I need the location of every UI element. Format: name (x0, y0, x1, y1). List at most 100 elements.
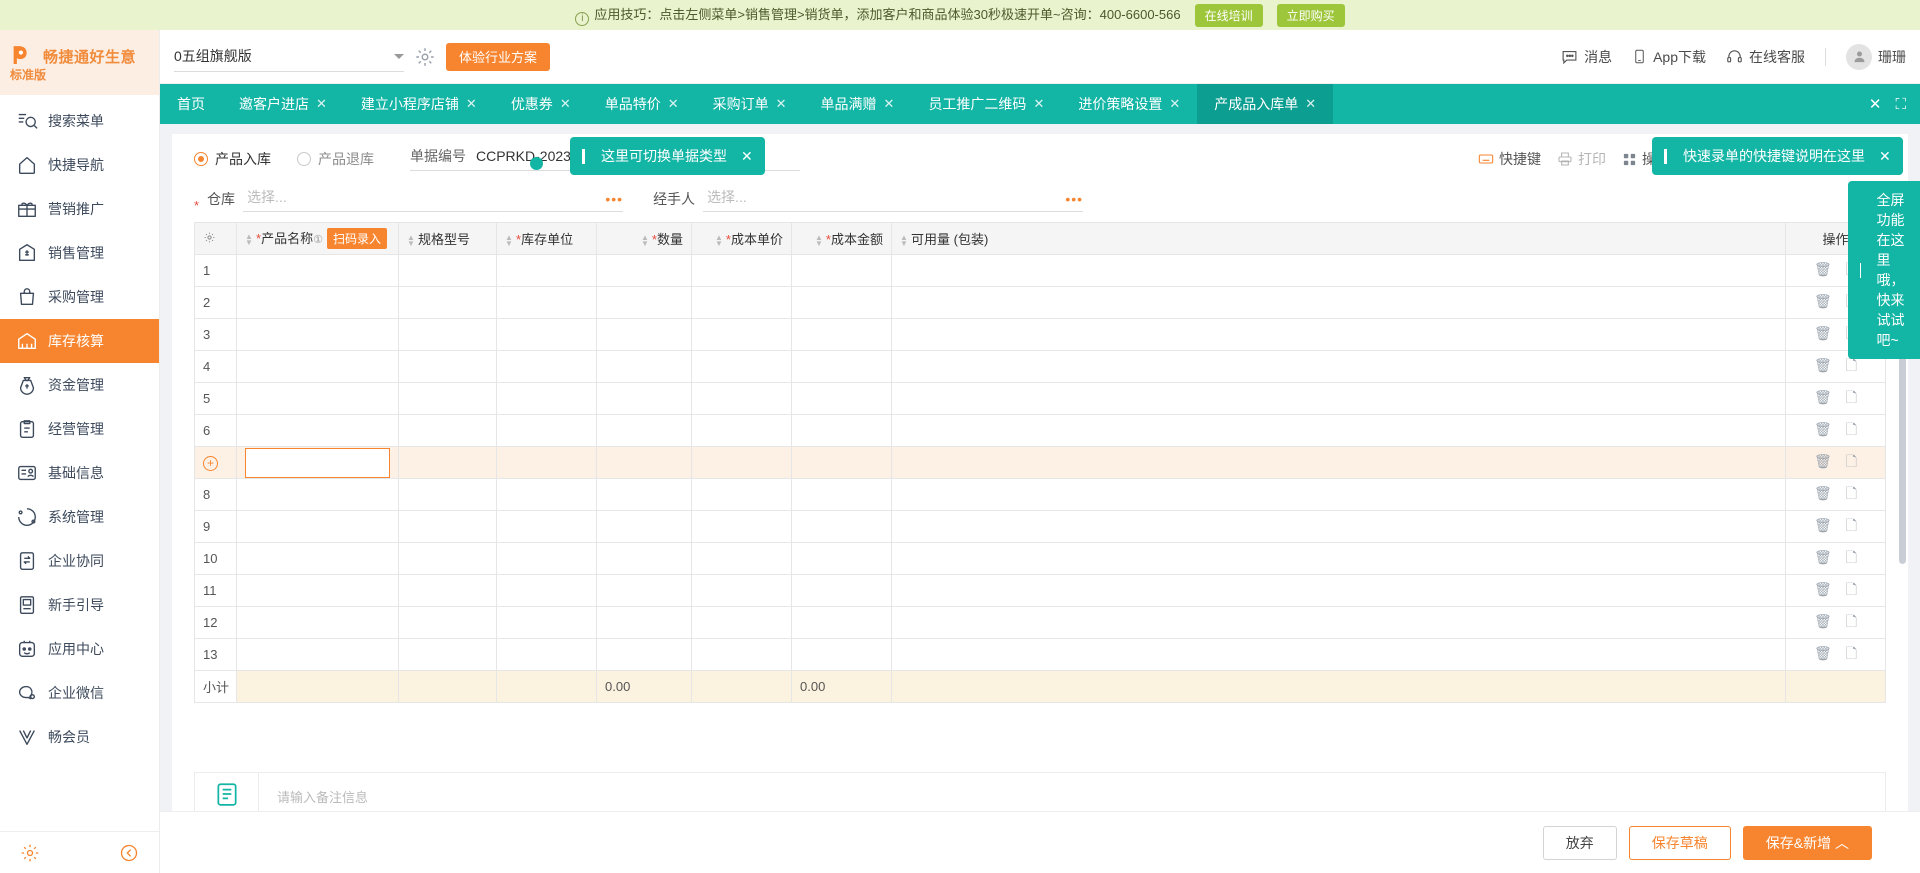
user-entry[interactable]: 珊珊 (1846, 43, 1906, 70)
cell-qty[interactable] (596, 446, 692, 479)
radio-product-inbound[interactable]: 产品入库 (194, 149, 271, 169)
delete-icon[interactable]: 🗑 (1813, 548, 1832, 565)
scrollbar-thumb[interactable] (1899, 244, 1906, 564)
table-row[interactable]: 2🗑🗋 (194, 286, 1886, 319)
cell-available[interactable] (891, 542, 1786, 575)
cell-name[interactable] (236, 606, 399, 639)
cell-unit[interactable] (496, 254, 597, 287)
cell-spec[interactable] (398, 606, 497, 639)
delete-icon[interactable]: 🗑 (1813, 452, 1832, 469)
cell-qty[interactable] (596, 254, 692, 287)
tab-6[interactable]: 单品满赠 ✕ (804, 84, 912, 124)
delete-icon[interactable]: 🗑 (1813, 388, 1832, 405)
cell-available[interactable] (891, 254, 1786, 287)
tab-4[interactable]: 单品特价 ✕ (588, 84, 696, 124)
close-icon[interactable]: ✕ (667, 96, 679, 111)
cell-spec[interactable] (398, 318, 497, 351)
cell-available[interactable] (891, 318, 1786, 351)
cell-name[interactable] (236, 638, 399, 671)
cell-spec[interactable] (398, 574, 497, 607)
experience-solution-button[interactable]: 体验行业方案 (446, 42, 551, 71)
cell-name[interactable] (236, 318, 399, 351)
cell-unit[interactable] (496, 542, 597, 575)
table-row[interactable]: 6 🗑 🗋 (194, 414, 1886, 447)
sidebar-item-3[interactable]: 销售管理 (0, 231, 159, 275)
cell-qty[interactable] (596, 638, 692, 671)
delete-icon[interactable]: 🗑 (1813, 484, 1832, 501)
sidebar-item-13[interactable]: 企业微信 (0, 671, 159, 715)
cell-spec[interactable] (398, 446, 497, 479)
delete-icon[interactable]: 🗑 (1813, 260, 1832, 277)
message-entry[interactable]: 消息 (1561, 47, 1612, 67)
cell-cost_amount[interactable] (791, 510, 892, 543)
table-row[interactable]: 3🗑🗋 (194, 318, 1886, 351)
cell-cost_price[interactable] (691, 446, 792, 479)
close-icon[interactable]: ✕ (1033, 96, 1045, 111)
cell-available[interactable] (891, 286, 1786, 319)
gear-icon[interactable] (20, 843, 40, 863)
cell-cost_amount[interactable] (791, 382, 892, 415)
copy-icon[interactable]: 🗋 (1845, 612, 1858, 629)
cell-cost_price[interactable] (691, 606, 792, 639)
warehouse-more-icon[interactable]: ••• (605, 191, 624, 207)
shortcut-key-button[interactable]: 快捷键 (1478, 149, 1541, 169)
cell-unit[interactable] (496, 414, 597, 447)
cell-cost_amount[interactable] (791, 254, 892, 287)
sidebar-item-0[interactable]: 搜索菜单 (0, 99, 159, 143)
tab-5[interactable]: 采购订单 ✕ (696, 84, 804, 124)
cell-cost_amount[interactable] (791, 574, 892, 607)
coach-doc-type-close-icon[interactable]: ✕ (741, 147, 753, 164)
copy-icon[interactable]: 🗋 (1845, 356, 1858, 373)
close-icon[interactable]: ✕ (559, 96, 571, 111)
cell-qty[interactable] (596, 510, 692, 543)
sidebar-item-1[interactable]: 快捷导航 (0, 143, 159, 187)
tab-7[interactable]: 员工推广二维码 ✕ (911, 84, 1061, 124)
cell-name[interactable] (236, 350, 399, 383)
cell-name[interactable] (236, 574, 399, 607)
table-row[interactable]: 1🗑🗋 (194, 254, 1886, 287)
cell-available[interactable] (891, 638, 1786, 671)
cell-unit[interactable] (496, 510, 597, 543)
copy-icon[interactable]: 🗋 (1845, 580, 1858, 597)
radio-product-return[interactable]: 产品退库 (297, 149, 374, 169)
warehouse-input[interactable]: 选择... ••• (243, 187, 624, 212)
cell-name[interactable] (236, 446, 399, 479)
sidebar-item-14[interactable]: 畅会员 (0, 715, 159, 759)
cell-cost_price[interactable] (691, 318, 792, 351)
cell-unit[interactable] (496, 350, 597, 383)
cell-cost_amount[interactable] (791, 638, 892, 671)
sort-icon[interactable]: ▲ ▼ (245, 231, 253, 247)
warehouse-field[interactable]: * 仓库 选择... ••• (194, 187, 624, 212)
table-col-name[interactable]: ▲ ▼ *产品名称① 扫码录入 (236, 222, 399, 255)
copy-icon[interactable]: 🗋 (1845, 548, 1858, 565)
table-col-available[interactable]: ▲ ▼ 可用量 (包装) (891, 222, 1786, 255)
cell-qty[interactable] (596, 286, 692, 319)
cell-unit[interactable] (496, 478, 597, 511)
cell-cost_amount[interactable] (791, 542, 892, 575)
cell-available[interactable] (891, 606, 1786, 639)
cell-unit[interactable] (496, 638, 597, 671)
cell-spec[interactable] (398, 382, 497, 415)
org-select[interactable]: 0五组旗舰版 (174, 42, 404, 72)
sidebar-item-12[interactable]: 应用中心 (0, 627, 159, 671)
cell-spec[interactable] (398, 542, 497, 575)
tab-2[interactable]: 建立小程序店铺 ✕ (344, 84, 494, 124)
content-scrollbar[interactable] (1899, 244, 1906, 804)
cell-name[interactable] (236, 286, 399, 319)
sidebar-item-5[interactable]: 库存核算 (0, 319, 159, 363)
copy-icon[interactable]: 🗋 (1845, 388, 1858, 405)
delete-icon[interactable]: 🗑 (1813, 292, 1832, 309)
cell-unit[interactable] (496, 286, 597, 319)
close-icon[interactable]: ✕ (775, 96, 787, 111)
table-row[interactable]: 12 🗑 🗋 (194, 606, 1886, 639)
table-col-cost_price[interactable]: ▲ ▼ *成本单价 (691, 222, 792, 255)
sidebar-item-7[interactable]: 经营管理 (0, 407, 159, 451)
cell-spec[interactable] (398, 638, 497, 671)
cell-unit[interactable] (496, 318, 597, 351)
scan-entry-badge[interactable]: 扫码录入 (326, 228, 387, 249)
cell-name[interactable] (236, 414, 399, 447)
sidebar-item-6[interactable]: 资金管理 (0, 363, 159, 407)
cell-spec[interactable] (398, 510, 497, 543)
table-col-spec[interactable]: ▲ ▼ 规格型号 (398, 222, 497, 255)
buy-now-button[interactable]: 立即购买 (1276, 3, 1345, 27)
